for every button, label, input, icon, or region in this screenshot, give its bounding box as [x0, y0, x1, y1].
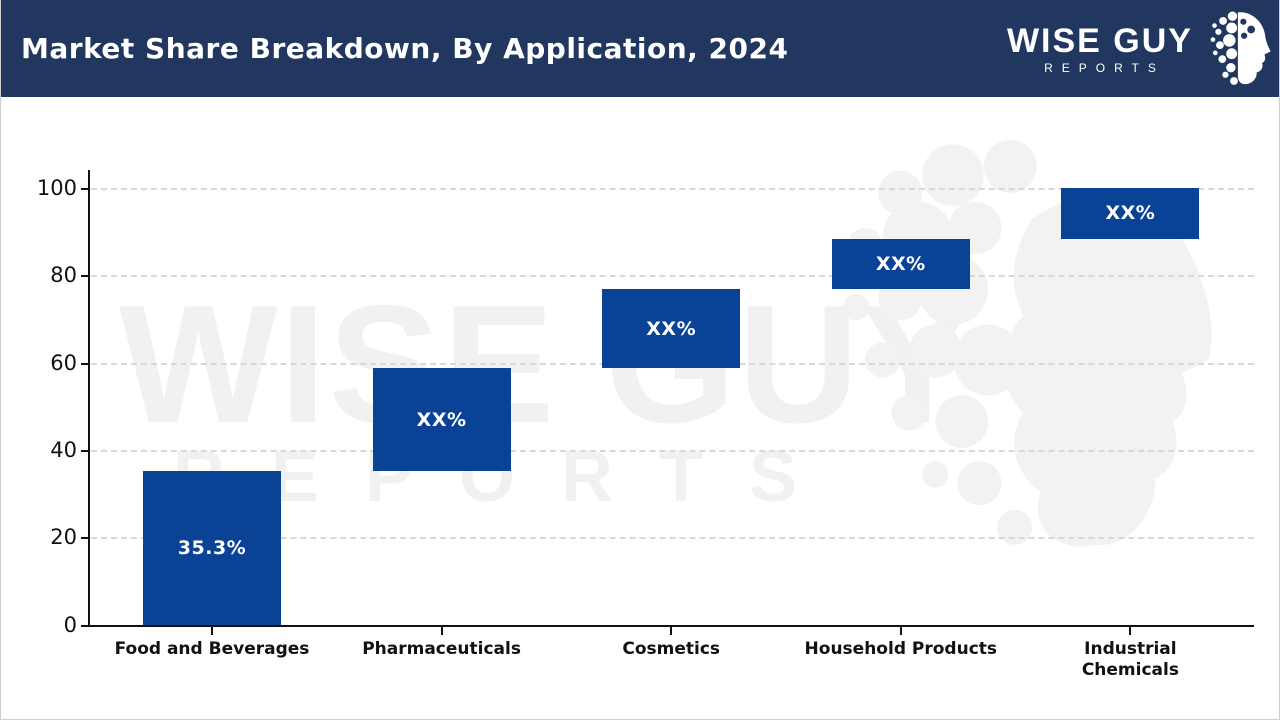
x-axis-tick-cosmetics	[670, 627, 673, 635]
y-axis-tick-40	[81, 449, 89, 452]
dotted-head-profile-icon	[1210, 11, 1271, 85]
gridline-y-20	[91, 537, 1254, 540]
chart-title: Market Share Breakdown, By Application, …	[21, 32, 789, 65]
header-band: Market Share Breakdown, By Application, …	[1, 0, 1279, 97]
logo-text: WISE GUY REPORTS	[1007, 23, 1193, 75]
bar-value-label: XX%	[416, 408, 467, 431]
y-axis-tick-label-100: 100	[36, 176, 77, 200]
logo-wordmark: WISE GUY	[1006, 21, 1193, 60]
x-axis-tick-household-products	[899, 627, 902, 635]
x-axis-label-industrial-chemicals: Industrial Chemicals	[1081, 639, 1179, 680]
bar-food-and-beverages: 35.3%	[143, 471, 281, 626]
y-axis-tick-20	[81, 537, 89, 540]
bar-value-label: XX%	[646, 317, 697, 340]
y-axis-tick-0	[81, 624, 89, 627]
y-axis-tick-60	[81, 362, 89, 365]
bar-cosmetics: XX%	[602, 289, 741, 368]
y-axis-tick-label-20: 20	[50, 525, 77, 550]
y-axis-tick-label-80: 80	[50, 263, 77, 288]
gridline-y-100	[91, 188, 1254, 190]
y-axis-tick-label-60: 60	[50, 350, 77, 375]
x-axis-line	[88, 625, 1254, 627]
x-axis-label-cosmetics: Cosmetics	[622, 639, 721, 659]
wise-guy-reports-logo: WISE GUY REPORTS	[1007, 6, 1279, 92]
gridline-y-80	[91, 275, 1254, 278]
x-axis-tick-industrial-chemicals	[1129, 627, 1132, 635]
x-axis-label-pharmaceuticals: Pharmaceuticals	[362, 639, 521, 659]
x-axis-label-food-and-beverages: Food and Beverages	[114, 639, 310, 659]
bar-value-label: XX%	[1105, 202, 1156, 225]
y-axis-tick-80	[81, 275, 89, 278]
bar-value-label: XX%	[875, 253, 926, 276]
watermark-head-icon	[843, 140, 1212, 547]
y-axis-line	[88, 170, 90, 627]
gridline-y-40	[91, 449, 1254, 452]
y-axis-tick-label-40: 40	[50, 437, 77, 462]
y-axis-tick-label-0: 0	[63, 612, 77, 637]
x-axis-label-household-products: Household Products	[804, 639, 998, 659]
bar-pharmaceuticals: XX%	[372, 367, 511, 472]
logo-subtitle: REPORTS	[1044, 60, 1165, 75]
bar-household-products: XX%	[831, 238, 970, 290]
x-axis-tick-food-and-beverages	[211, 627, 213, 635]
y-axis-tick-100	[81, 188, 89, 190]
x-axis-tick-pharmaceuticals	[440, 627, 443, 635]
bar-industrial-chemicals: XX%	[1061, 188, 1200, 239]
bar-value-label: 35.3%	[177, 537, 247, 560]
